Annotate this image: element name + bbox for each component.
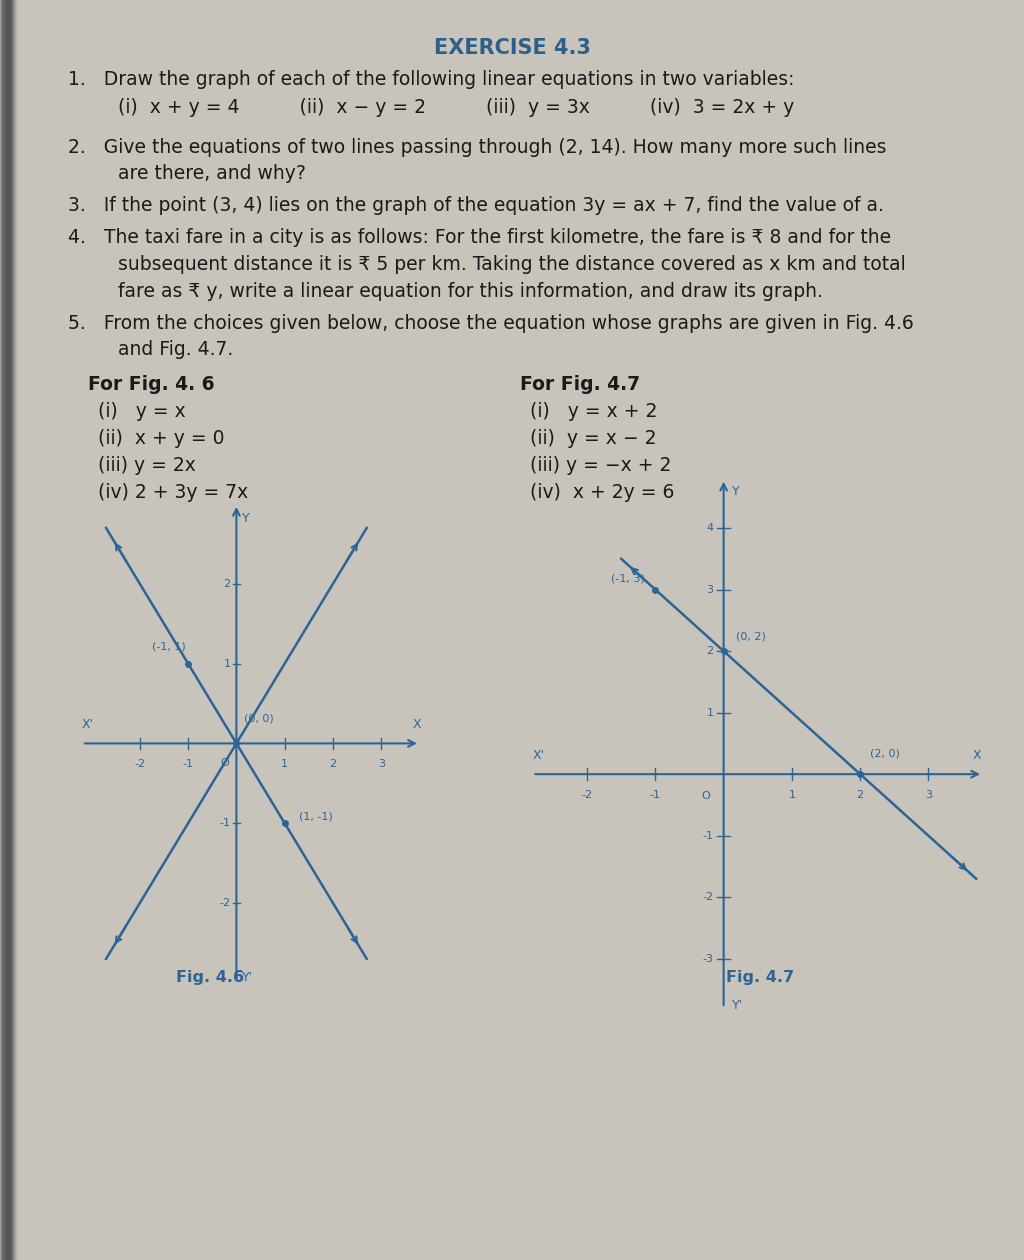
Bar: [4, 0, 14, 1260]
Bar: [3, 0, 13, 1260]
Text: X: X: [413, 718, 421, 731]
Text: -1: -1: [219, 818, 230, 828]
Bar: [8, 0, 18, 1260]
Text: -2: -2: [582, 790, 593, 800]
Bar: [2, 0, 12, 1260]
Text: X: X: [973, 748, 981, 762]
Bar: [0, 0, 10, 1260]
Text: (i)   y = x: (i) y = x: [98, 402, 185, 421]
Text: 1.   Draw the graph of each of the following linear equations in two variables:: 1. Draw the graph of each of the followi…: [68, 71, 795, 89]
Text: 2: 2: [223, 578, 230, 588]
Text: O: O: [701, 791, 710, 801]
Text: (0, 2): (0, 2): [736, 631, 766, 641]
Bar: [2, 0, 12, 1260]
Text: (i)   y = x + 2: (i) y = x + 2: [530, 402, 657, 421]
Text: (-1, 1): (-1, 1): [152, 641, 185, 651]
Text: -2: -2: [702, 892, 714, 902]
Text: -3: -3: [702, 954, 714, 964]
Text: Fig. 4.7: Fig. 4.7: [726, 970, 794, 985]
Bar: [8, 0, 18, 1260]
Text: 2: 2: [330, 760, 337, 770]
Bar: [4, 0, 14, 1260]
Bar: [8, 0, 18, 1260]
Text: 2: 2: [707, 646, 714, 656]
Text: 1: 1: [788, 790, 796, 800]
Text: (iv) 2 + 3y = 7x: (iv) 2 + 3y = 7x: [98, 483, 248, 501]
Text: Y: Y: [243, 512, 250, 525]
Text: (ii)  y = x − 2: (ii) y = x − 2: [530, 428, 656, 449]
Bar: [6, 0, 16, 1260]
Text: fare as ₹ y, write a linear equation for this information, and draw its graph.: fare as ₹ y, write a linear equation for…: [88, 282, 823, 301]
Text: 2: 2: [857, 790, 863, 800]
Text: (0, 0): (0, 0): [244, 713, 273, 723]
Text: subsequent distance it is ₹ 5 per km. Taking the distance covered as x km and to: subsequent distance it is ₹ 5 per km. Ta…: [88, 255, 906, 273]
Text: (1, -1): (1, -1): [299, 811, 333, 822]
Text: -1: -1: [702, 830, 714, 840]
Bar: [2, 0, 12, 1260]
Bar: [3, 0, 13, 1260]
Text: Y: Y: [732, 485, 739, 498]
Text: Y': Y': [243, 970, 253, 984]
Text: -1: -1: [650, 790, 660, 800]
Text: 1: 1: [707, 708, 714, 718]
Text: EXERCISE 4.3: EXERCISE 4.3: [433, 38, 591, 58]
Bar: [5, 0, 15, 1260]
Text: Y': Y': [732, 999, 743, 1012]
Text: 4: 4: [707, 523, 714, 533]
Bar: [6, 0, 16, 1260]
Text: X': X': [532, 748, 545, 762]
Text: (i)  x + y = 4          (ii)  x − y = 2          (iii)  y = 3x          (iv)  3 : (i) x + y = 4 (ii) x − y = 2 (iii) y = 3…: [88, 98, 795, 117]
Bar: [7, 0, 17, 1260]
Bar: [3, 0, 13, 1260]
Bar: [6, 0, 16, 1260]
Bar: [0, 0, 10, 1260]
Text: -2: -2: [219, 898, 230, 908]
Bar: [5, 0, 15, 1260]
Bar: [7, 0, 17, 1260]
Text: O: O: [220, 757, 229, 767]
Text: 1: 1: [282, 760, 288, 770]
Text: Fig. 4.6: Fig. 4.6: [176, 970, 244, 985]
Text: 1: 1: [223, 659, 230, 669]
Bar: [5, 0, 15, 1260]
Bar: [6, 0, 16, 1260]
Text: 5.   From the choices given below, choose the equation whose graphs are given in: 5. From the choices given below, choose …: [68, 314, 913, 333]
Bar: [1, 0, 11, 1260]
Bar: [1, 0, 11, 1260]
Text: (ii)  x + y = 0: (ii) x + y = 0: [98, 428, 224, 449]
Bar: [1, 0, 11, 1260]
Text: 2.   Give the equations of two lines passing through (2, 14). How many more such: 2. Give the equations of two lines passi…: [68, 139, 887, 158]
Text: (-1, 3): (-1, 3): [611, 573, 645, 583]
Text: 3: 3: [925, 790, 932, 800]
Text: 3.   If the point (3, 4) lies on the graph of the equation 3y = ax + 7, find the: 3. If the point (3, 4) lies on the graph…: [68, 197, 884, 215]
Bar: [1, 0, 11, 1260]
Text: (iv)  x + 2y = 6: (iv) x + 2y = 6: [530, 483, 675, 501]
Text: (2, 0): (2, 0): [870, 748, 900, 759]
Text: and Fig. 4.7.: and Fig. 4.7.: [88, 340, 233, 359]
Text: 4.   The taxi fare in a city is as follows: For the first kilometre, the fare is: 4. The taxi fare in a city is as follows…: [68, 228, 891, 247]
Text: (iii) y = −x + 2: (iii) y = −x + 2: [530, 456, 672, 475]
Text: 3: 3: [707, 585, 714, 595]
Text: X': X': [82, 718, 94, 731]
Text: (iii) y = 2x: (iii) y = 2x: [98, 456, 196, 475]
Bar: [8, 0, 18, 1260]
Bar: [4, 0, 14, 1260]
Text: -2: -2: [134, 760, 145, 770]
Text: 3: 3: [378, 760, 385, 770]
Text: -1: -1: [182, 760, 194, 770]
Bar: [7, 0, 17, 1260]
Text: are there, and why?: are there, and why?: [88, 164, 306, 183]
Bar: [4, 0, 14, 1260]
Text: For Fig. 4.7: For Fig. 4.7: [520, 375, 640, 394]
Text: For Fig. 4. 6: For Fig. 4. 6: [88, 375, 215, 394]
